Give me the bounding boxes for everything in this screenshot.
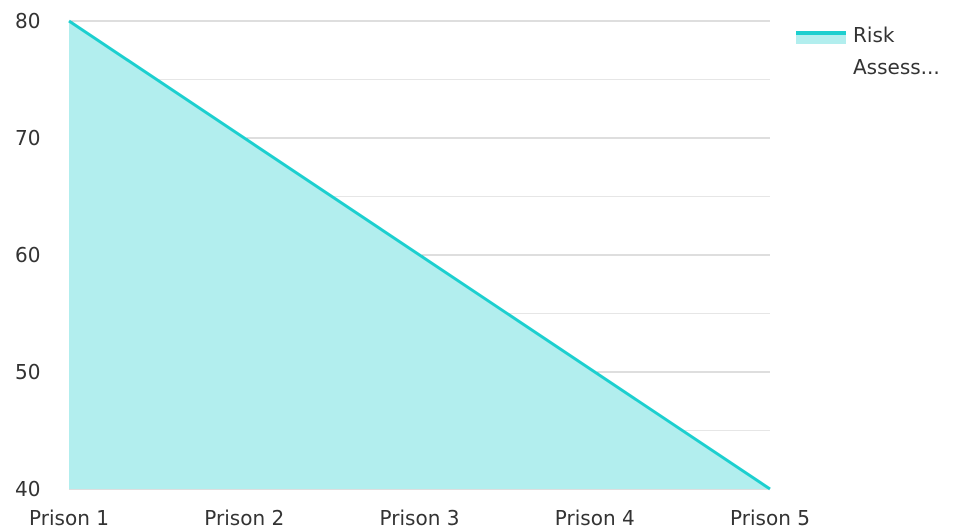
y-tick-label: 60 [15, 243, 40, 267]
series-area-layer [68, 19, 771, 491]
y-tick-label: 50 [15, 360, 40, 384]
legend-label-line-1: Risk [853, 23, 895, 47]
x-axis-tick-labels: Prison 1 Prison 2 Prison 3 Prison 4 Pris… [29, 506, 810, 529]
series-line [68, 19, 771, 491]
y-axis-tick-labels: 40 50 60 70 80 [15, 9, 40, 501]
legend-label-line-2: Assess... [853, 55, 940, 79]
y-tick-label: 70 [15, 126, 40, 150]
legend-swatch-line [796, 31, 846, 35]
x-tick-label: Prison 5 [730, 506, 810, 529]
x-tick-label: Prison 2 [204, 506, 284, 529]
y-tick-label: 80 [15, 9, 40, 33]
x-tick-label: Prison 4 [555, 506, 635, 529]
x-tick-label: Prison 1 [29, 506, 109, 529]
y-tick-label: 40 [15, 477, 40, 501]
legend[interactable]: Risk Assess... [796, 23, 940, 79]
x-tick-label: Prison 3 [380, 506, 460, 529]
